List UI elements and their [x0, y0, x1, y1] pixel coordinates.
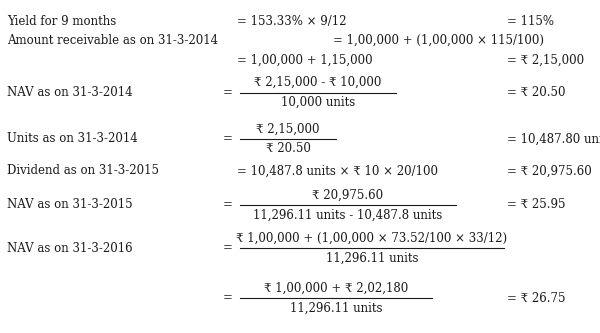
Text: Units as on 31-3-2014: Units as on 31-3-2014 — [7, 132, 138, 146]
Text: =: = — [223, 132, 233, 146]
Text: 11,296.11 units: 11,296.11 units — [290, 301, 382, 315]
Text: ₹ 1,00,000 + ₹ 2,02,180: ₹ 1,00,000 + ₹ 2,02,180 — [264, 281, 408, 295]
Text: = 153.33% × 9/12: = 153.33% × 9/12 — [237, 15, 347, 28]
Text: = ₹ 20.50: = ₹ 20.50 — [507, 86, 566, 99]
Text: ₹ 20,975.60: ₹ 20,975.60 — [313, 188, 383, 201]
Text: = 115%: = 115% — [507, 15, 554, 28]
Text: = 10,487.80 units: = 10,487.80 units — [507, 132, 600, 146]
Text: ₹ 1,00,000 + (1,00,000 × 73.52/100 × 33/12): ₹ 1,00,000 + (1,00,000 × 73.52/100 × 33/… — [236, 231, 508, 245]
Text: Yield for 9 months: Yield for 9 months — [7, 15, 116, 28]
Text: 10,000 units: 10,000 units — [281, 96, 355, 109]
Text: NAV as on 31-3-2015: NAV as on 31-3-2015 — [7, 198, 133, 211]
Text: ₹ 2,15,000: ₹ 2,15,000 — [256, 122, 320, 136]
Text: =: = — [223, 86, 233, 99]
Text: = ₹ 26.75: = ₹ 26.75 — [507, 291, 566, 305]
Text: = 10,487.8 units × ₹ 10 × 20/100: = 10,487.8 units × ₹ 10 × 20/100 — [237, 164, 438, 177]
Text: NAV as on 31-3-2016: NAV as on 31-3-2016 — [7, 241, 133, 255]
Text: = ₹ 25.95: = ₹ 25.95 — [507, 198, 566, 211]
Text: = ₹ 2,15,000: = ₹ 2,15,000 — [507, 53, 584, 67]
Text: Amount receivable as on 31-3-2014: Amount receivable as on 31-3-2014 — [7, 34, 218, 47]
Text: ₹ 20.50: ₹ 20.50 — [266, 142, 310, 156]
Text: NAV as on 31-3-2014: NAV as on 31-3-2014 — [7, 86, 133, 99]
Text: 11,296.11 units: 11,296.11 units — [326, 251, 418, 265]
Text: =: = — [223, 291, 233, 305]
Text: Dividend as on 31-3-2015: Dividend as on 31-3-2015 — [7, 164, 159, 177]
Text: 11,296.11 units - 10,487.8 units: 11,296.11 units - 10,487.8 units — [253, 208, 443, 221]
Text: ₹ 2,15,000 - ₹ 10,000: ₹ 2,15,000 - ₹ 10,000 — [254, 76, 382, 89]
Text: =: = — [223, 241, 233, 255]
Text: = 1,00,000 + 1,15,000: = 1,00,000 + 1,15,000 — [237, 53, 373, 67]
Text: = ₹ 20,975.60: = ₹ 20,975.60 — [507, 164, 592, 177]
Text: = 1,00,000 + (1,00,000 × 115/100): = 1,00,000 + (1,00,000 × 115/100) — [333, 34, 544, 47]
Text: =: = — [223, 198, 233, 211]
